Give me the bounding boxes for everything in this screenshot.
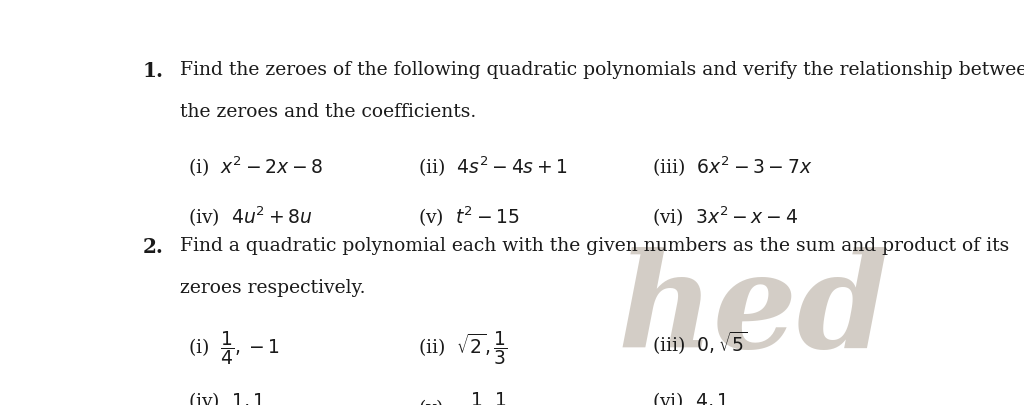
Text: Find the zeroes of the following quadratic polynomials and verify the relationsh: Find the zeroes of the following quadrat…: [179, 61, 1024, 79]
Text: (iv)  $1, 1$: (iv) $1, 1$: [187, 390, 264, 405]
Text: (v)  $t^2-15$: (v) $t^2-15$: [418, 205, 519, 229]
Text: 1.: 1.: [142, 61, 163, 81]
Text: (i)  $x^2-2x-8$: (i) $x^2-2x-8$: [187, 155, 323, 179]
Text: zeroes respectively.: zeroes respectively.: [179, 279, 366, 297]
Text: 2.: 2.: [142, 237, 163, 257]
Text: (iv)  $4u^2+8u$: (iv) $4u^2+8u$: [187, 205, 312, 229]
Text: (iii)  $6x^2-3-7x$: (iii) $6x^2-3-7x$: [652, 155, 812, 179]
Text: the zeroes and the coefficients.: the zeroes and the coefficients.: [179, 103, 476, 121]
Text: (vi)  $4, 1$: (vi) $4, 1$: [652, 390, 729, 405]
Text: (i)  $\dfrac{1}{4}, -1$: (i) $\dfrac{1}{4}, -1$: [187, 329, 280, 367]
Text: (v)  $-\dfrac{1}{4},\dfrac{1}{4}$: (v) $-\dfrac{1}{4},\dfrac{1}{4}$: [418, 390, 508, 405]
Text: (vi)  $3x^2-x-4$: (vi) $3x^2-x-4$: [652, 205, 798, 229]
Text: Find a quadratic polynomial each with the given numbers as the sum and product o: Find a quadratic polynomial each with th…: [179, 237, 1009, 255]
Text: (ii)  $4s^2-4s+1$: (ii) $4s^2-4s+1$: [418, 155, 567, 179]
Text: hed: hed: [617, 247, 890, 376]
Text: (ii)  $\sqrt{2},\dfrac{1}{3}$: (ii) $\sqrt{2},\dfrac{1}{3}$: [418, 329, 507, 367]
Text: (iii)  $0, \sqrt{5}$: (iii) $0, \sqrt{5}$: [652, 329, 748, 356]
